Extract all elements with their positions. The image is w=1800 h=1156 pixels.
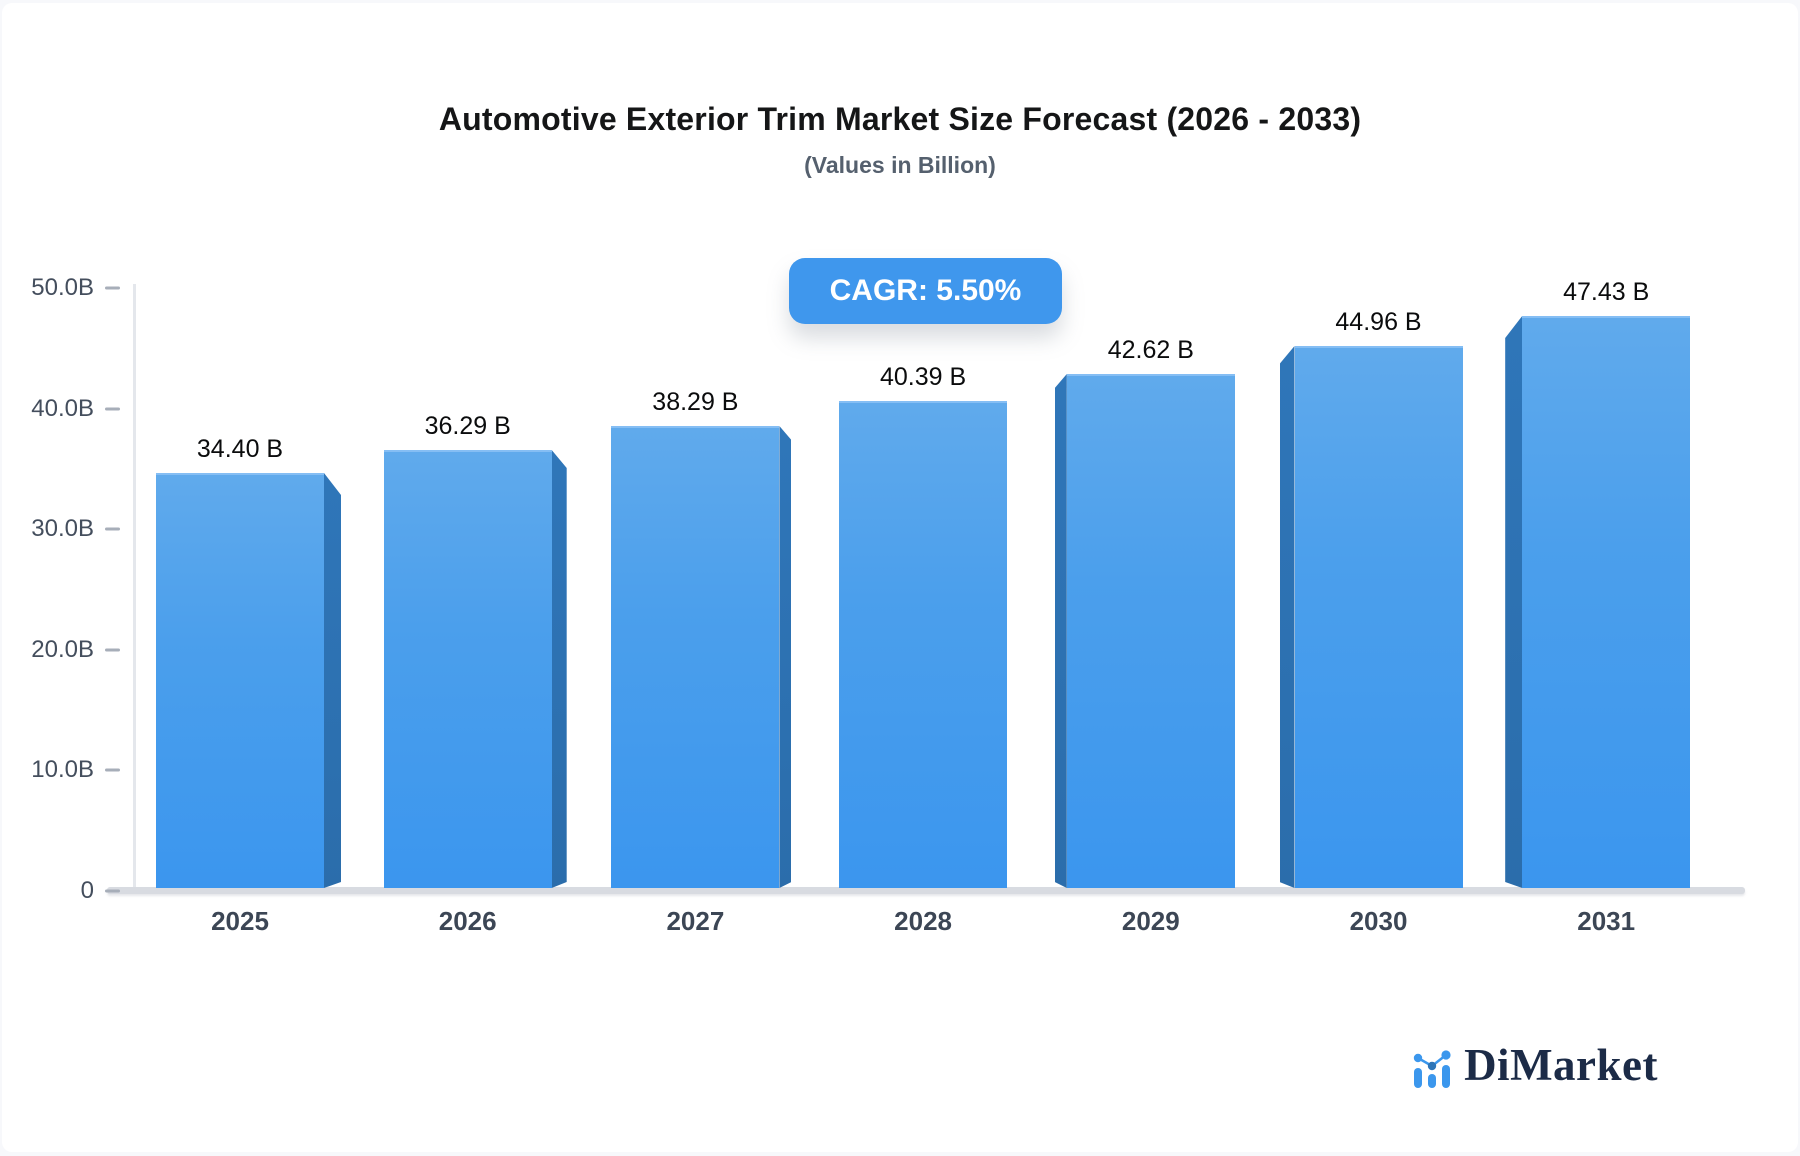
y-axis-tick-label: 10.0B [31, 756, 94, 784]
bar-3d-side [552, 450, 567, 888]
x-axis-baseline [107, 887, 1745, 894]
x-axis-label-2029: 2029 [1121, 906, 1180, 936]
bar-2029[interactable] [1055, 374, 1235, 888]
chart-card: Automotive Exterior Trim Market Size For… [2, 3, 1798, 1152]
bar-chart-plot: 0 10.0B 20.0B 30.0B 40.0B 50.0B 34.40 B 2025 36.… [2, 3, 1798, 1152]
bar-2026[interactable] [383, 450, 567, 888]
y-axis-tick-mark [105, 286, 120, 290]
bar-value-label: 47.43 B [1563, 278, 1650, 306]
bar-value-label: 44.96 B [1335, 308, 1422, 336]
brand-logo-text: DiMarket [1464, 1040, 1658, 1090]
x-axis-label-2031: 2031 [1577, 906, 1636, 936]
y-axis-tick-label: 0 [80, 877, 94, 904]
bar-value-label: 40.39 B [880, 363, 967, 391]
bar-3d-side [1055, 374, 1067, 888]
bar-2025[interactable] [156, 473, 341, 888]
x-axis-label-2025: 2025 [211, 906, 269, 936]
bar-value-label: 38.29 B [652, 388, 739, 416]
bar-value-label: 34.40 B [196, 435, 284, 463]
x-axis-label-2026: 2026 [438, 906, 497, 936]
bar-face [1522, 316, 1691, 888]
bar-face [1294, 346, 1463, 888]
bar-face [839, 401, 1008, 888]
brand-logo: DiMarket [1412, 1043, 1658, 1088]
chart-subtitle: (Values in Billion) [804, 152, 996, 178]
bar-face [611, 426, 780, 888]
bar-3d-side [1505, 316, 1522, 888]
bar-2028[interactable] [839, 401, 1008, 888]
y-axis-tick-mark [105, 527, 120, 531]
cagr-badge-label: CAGR: 5.50% [829, 274, 1022, 307]
bar-3d-side [324, 473, 341, 888]
y-axis-tick-label: 40.0B [31, 394, 94, 422]
bar-3d-side [779, 426, 791, 888]
y-axis-tick-label: 20.0B [31, 635, 94, 663]
bar-2030[interactable] [1280, 346, 1463, 888]
cagr-badge: CAGR: 5.50% [789, 258, 1062, 324]
bar-2031[interactable] [1505, 316, 1691, 888]
bar-3d-side [1280, 346, 1295, 888]
y-axis-tick-mark [105, 768, 120, 772]
bar-face [1066, 374, 1235, 888]
bar-2027[interactable] [611, 426, 791, 888]
bar-value-label: 36.29 B [424, 412, 511, 440]
y-axis-tick-label: 50.0B [31, 274, 94, 301]
y-axis-tick-mark [105, 648, 120, 652]
x-axis-label-2027: 2027 [666, 906, 725, 936]
x-axis-label-2030: 2030 [1349, 906, 1408, 936]
bar-value-label: 42.62 B [1107, 336, 1194, 364]
y-axis-tick-mark [105, 889, 120, 893]
chart-title: Automotive Exterior Trim Market Size For… [438, 101, 1362, 137]
y-axis-tick-mark [105, 407, 120, 411]
bar-face [156, 473, 324, 888]
x-axis-label-2028: 2028 [894, 906, 953, 936]
bar-face [383, 450, 552, 888]
y-axis-tick-label: 30.0B [31, 515, 94, 543]
y-axis-line [133, 284, 136, 891]
mini-bar-chart-icon [1413, 1050, 1451, 1088]
